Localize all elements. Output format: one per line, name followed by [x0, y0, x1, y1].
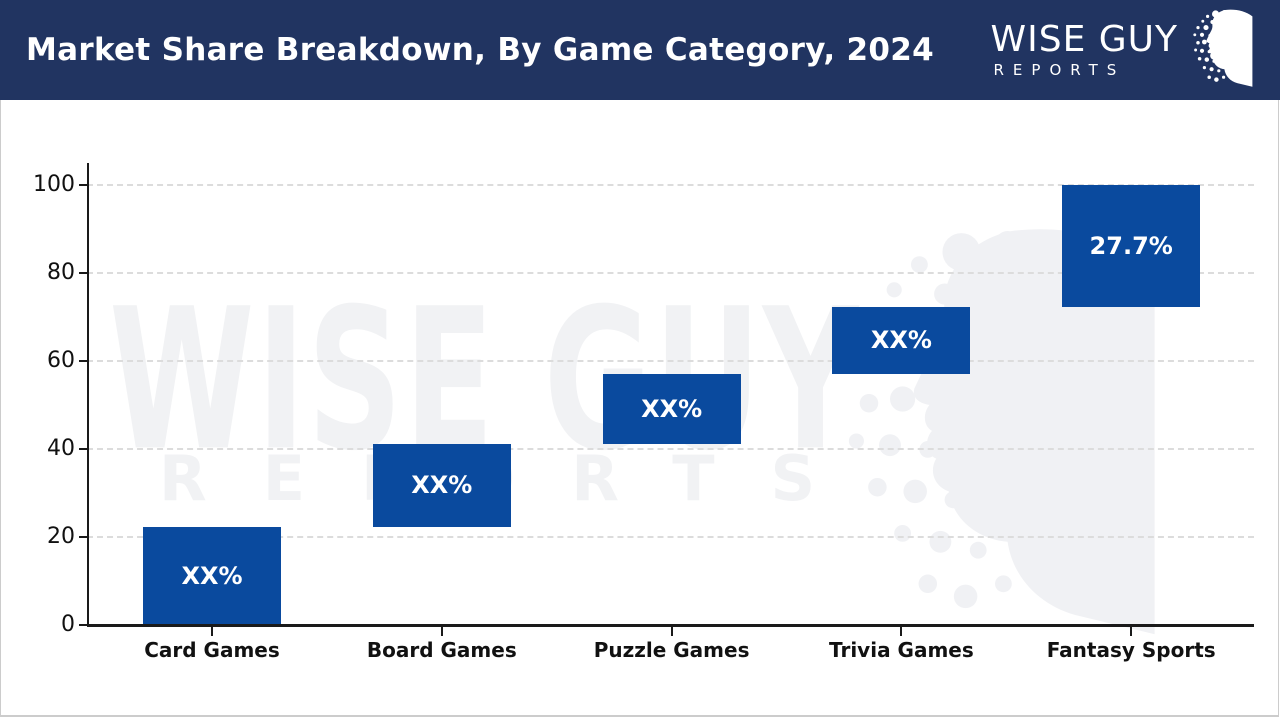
- bar-value-label-fantasy-sports: 27.7%: [1089, 231, 1173, 260]
- bar-trivia-games: XX%: [832, 306, 971, 374]
- x-tick-mark-trivia-games: [900, 627, 903, 636]
- x-category-label-board-games: Board Games: [366, 638, 517, 662]
- x-category-label-trivia-games: Trivia Games: [829, 638, 974, 662]
- y-tick-label-100: 100: [33, 172, 75, 197]
- y-tick-label-40: 40: [47, 436, 75, 461]
- x-category-label-card-games: Card Games: [144, 638, 280, 662]
- bar-fantasy-sports: 27.7%: [1062, 185, 1201, 307]
- y-tick-mark-20: [79, 536, 87, 538]
- y-tick-label-80: 80: [47, 260, 75, 285]
- bar-value-label-puzzle-games: XX%: [641, 394, 703, 423]
- y-axis: [87, 163, 89, 625]
- bar-value-label-trivia-games: XX%: [870, 326, 932, 355]
- y-tick-mark-80: [79, 272, 87, 274]
- bar-puzzle-games: XX%: [602, 373, 741, 444]
- x-category-label-puzzle-games: Puzzle Games: [593, 638, 750, 662]
- y-tick-label-20: 20: [47, 524, 75, 549]
- logo-brand-subtitle: REPORTS: [993, 61, 1126, 79]
- gridline-20: [87, 536, 1254, 538]
- y-tick-mark-0: [79, 624, 87, 626]
- y-tick-mark-60: [79, 360, 87, 362]
- gridline-100: [87, 184, 1254, 186]
- x-tick-mark-puzzle-games: [670, 627, 673, 636]
- y-tick-mark-100: [79, 184, 87, 186]
- chart-canvas: WISE GUY REPORTS 0 20 40 60 80 100 XX% Card Gam…: [0, 100, 1279, 717]
- x-tick-mark-card-games: [211, 627, 213, 636]
- bar-card-games: XX%: [143, 526, 281, 625]
- page-title: Market Share Breakdown, By Game Category…: [26, 32, 934, 68]
- logo-brand-name: WISE GUY: [990, 19, 1178, 60]
- x-axis: [87, 624, 1254, 627]
- wiseguy-face-icon: [1193, 9, 1253, 87]
- header-bar: Market Share Breakdown, By Game Category…: [0, 0, 1280, 100]
- x-category-label-fantasy-sports: Fantasy Sports: [1046, 638, 1216, 662]
- bar-value-label-board-games: XX%: [411, 471, 473, 500]
- gridline-80: [87, 272, 1254, 274]
- gridline-40: [87, 448, 1254, 450]
- y-tick-label-60: 60: [47, 348, 75, 373]
- wiseguy-logo: WISE GUY REPORTS: [991, 8, 1255, 92]
- wiseguy-logo-text: WISE GUY REPORTS: [991, 22, 1179, 78]
- x-tick-mark-board-games: [440, 627, 443, 636]
- y-tick-label-0: 0: [61, 612, 75, 637]
- gridline-60: [87, 360, 1254, 362]
- plot-area: 0 20 40 60 80 100 XX% Card Games XX% Board Games X…: [1, 100, 1278, 715]
- bar-value-label-card-games: XX%: [181, 561, 243, 590]
- y-tick-mark-40: [79, 448, 87, 450]
- x-tick-mark-fantasy-sports: [1130, 627, 1133, 636]
- bar-board-games: XX%: [372, 443, 511, 527]
